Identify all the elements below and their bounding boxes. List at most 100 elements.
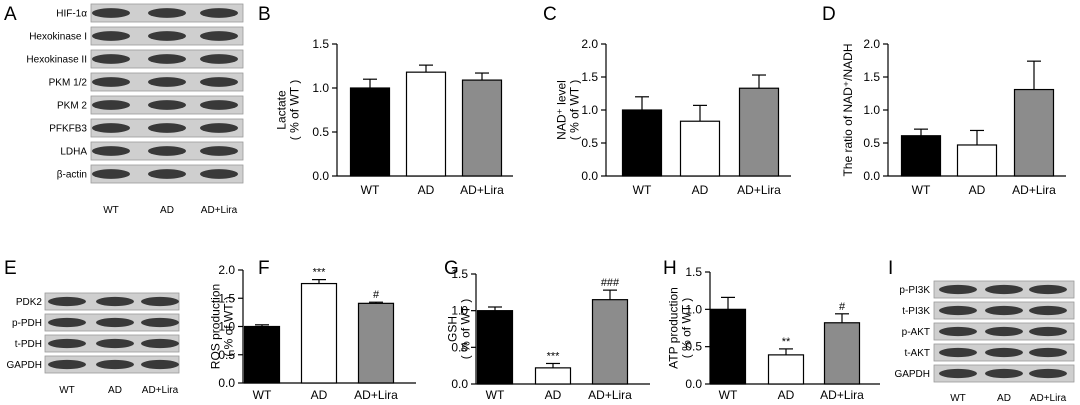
y-tick-label: 0.0 [218, 376, 235, 390]
blot-band [200, 54, 238, 64]
y-tick-label: 2.0 [863, 37, 880, 51]
y-axis-label-line: Lactate [275, 90, 289, 130]
blot-protein-label: Hexokinase I [29, 32, 87, 43]
panel-letter: I [888, 258, 893, 279]
y-tick-label: 0.5 [581, 136, 598, 150]
significance-mark: ** [782, 336, 791, 348]
blot-band [939, 284, 977, 295]
blot-lane-label: AD [108, 385, 122, 396]
blot-band [1029, 326, 1067, 337]
blot-strip: p-PI3K [899, 280, 1075, 299]
blot-lane-label: WT [950, 393, 966, 404]
significance-mark: ### [601, 277, 620, 289]
blot-A: A HIF-1α Hexokinase I Hexokinase II PKM 1/2 P… [4, 3, 244, 216]
x-tick-label: AD+Lira [460, 183, 504, 197]
blot-protein-label: PDK2 [16, 297, 43, 308]
x-tick-label: WT [361, 183, 380, 197]
y-axis-label-line: The ratio of NAD⁺/NADH [841, 43, 855, 176]
x-tick-label: AD [692, 183, 709, 197]
y-tick-label: 1.5 [451, 267, 468, 281]
blot-band [1029, 305, 1067, 316]
blot-band [148, 54, 186, 64]
significance-mark: *** [313, 267, 327, 279]
blot-strip: t-AKT [904, 343, 1075, 362]
blot-band [92, 100, 130, 110]
chart-H: H 0.0 0.5 1.0 1.5 ATP production( % of WT ) WT… [663, 258, 880, 402]
y-tick-label: 0.5 [451, 340, 468, 354]
blot-band [985, 326, 1023, 337]
blot-protein-label: p-PI3K [899, 285, 930, 296]
blot-lane-label: AD [997, 393, 1011, 404]
y-axis-label: GSH( % of WT ) [446, 299, 473, 359]
blot-band [200, 77, 238, 87]
blot-protein-label: PFKFB3 [49, 124, 87, 135]
y-tick-label: 0.0 [312, 169, 329, 183]
blot-band [1029, 368, 1067, 379]
y-axis-label-line: GSH [446, 316, 460, 342]
blot-protein-label: HIF-1α [56, 9, 87, 20]
x-tick-label: AD [545, 388, 562, 402]
y-axis-label: The ratio of NAD⁺/NADH [841, 43, 855, 176]
x-tick-label: AD [778, 388, 795, 402]
blot-band [141, 338, 179, 349]
panel-letter: A [4, 4, 17, 25]
blot-strip: p-AKT [902, 322, 1075, 341]
blot-band [48, 338, 86, 349]
blot-strip: PKM 2 [57, 95, 244, 115]
y-axis-label-line: ( % of WT ) [568, 80, 582, 140]
y-axis-label-line: ROS production [209, 284, 223, 369]
y-axis-label-line: NAD⁺ level [555, 80, 569, 140]
x-tick-label: AD+Lira [737, 183, 781, 197]
blot-band [148, 100, 186, 110]
panel-letter: E [4, 258, 17, 279]
blot-band [48, 296, 86, 307]
chart-G: G 0.0 0.5 1.0 1.5 GSH( % of WT ) WT AD *** AD+Lir… [444, 258, 650, 402]
x-tick-label: AD+Lira [588, 388, 632, 402]
blot-strip: t-PI3K [902, 301, 1075, 320]
blot-band [48, 359, 86, 370]
panel-letter: B [258, 4, 271, 25]
y-tick-label: 0.5 [863, 136, 880, 150]
chart-F: F 0.0 0.5 1.0 1.5 2.0 ROS production( % of WT … [209, 258, 416, 402]
blot-strip: PFKFB3 [49, 118, 244, 138]
blot-band [985, 347, 1023, 358]
blot-band [200, 123, 238, 133]
y-tick-label: 1.5 [218, 291, 235, 305]
blot-lane-label: AD+Lira [201, 205, 238, 216]
bar-ad [767, 354, 805, 385]
blot-band [92, 54, 130, 64]
x-tick-label: AD [418, 183, 435, 197]
blot-band [1029, 284, 1067, 295]
y-tick-label: 1.0 [863, 103, 880, 117]
blot-protein-label: t-PI3K [902, 306, 930, 317]
blot-strip: Hexokinase II [26, 49, 244, 69]
bar-adlira [591, 299, 629, 385]
y-axis-label-line: ( % of WT ) [288, 80, 302, 140]
blot-protein-label: GAPDH [894, 369, 930, 380]
blot-protein-label: t-PDH [15, 339, 42, 350]
blot-protein-label: LDHA [60, 147, 87, 158]
blot-E: E PDK2 p-PDH t-PDH GAPDH WT AD AD+Lira [4, 258, 180, 396]
x-tick-label: WT [719, 388, 738, 402]
blot-band [92, 169, 130, 179]
y-tick-label: 1.5 [581, 70, 598, 84]
bar-wt [900, 135, 942, 177]
blot-band [92, 8, 130, 18]
blot-band [200, 100, 238, 110]
blot-lane-label: AD+Lira [142, 385, 179, 396]
blot-band [92, 123, 130, 133]
blot-band [200, 8, 238, 18]
blot-band [141, 359, 179, 370]
significance-mark: # [839, 301, 846, 313]
blot-band [148, 123, 186, 133]
y-tick-label: 1.0 [685, 302, 702, 316]
bar-adlira [738, 87, 780, 177]
blot-band [939, 326, 977, 337]
blot-protein-label: PKM 2 [57, 101, 87, 112]
blot-band [148, 8, 186, 18]
y-axis-label-line: ( % of WT ) [680, 298, 694, 358]
blot-lane-label: WT [103, 205, 119, 216]
blot-strip: GAPDH [894, 364, 1075, 383]
y-axis-label-line: ( % of WT ) [459, 299, 473, 359]
y-tick-label: 1.0 [451, 304, 468, 318]
